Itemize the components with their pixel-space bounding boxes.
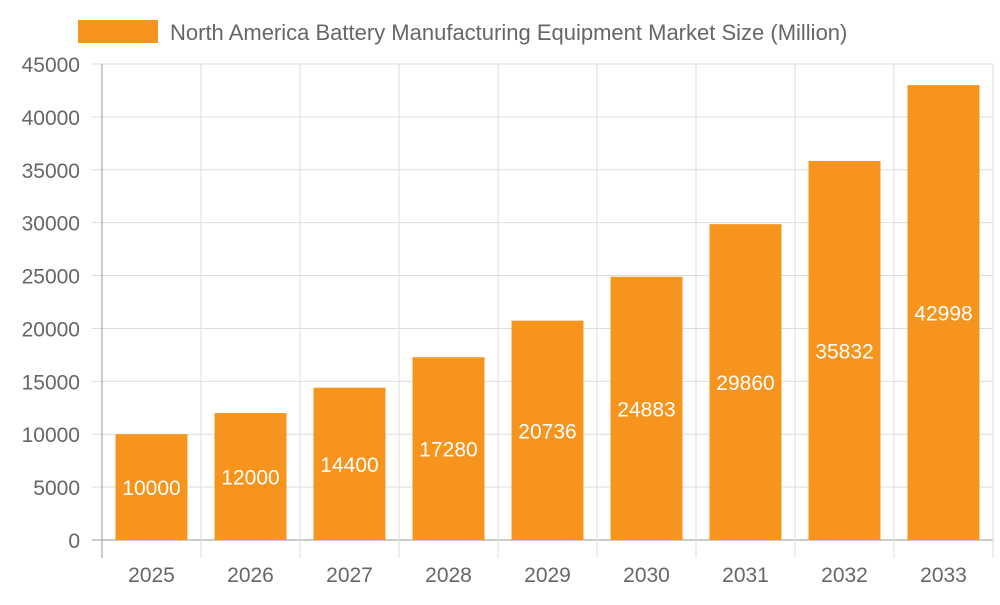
legend[interactable]: North America Battery Manufacturing Equi…: [78, 20, 847, 45]
x-tick-label: 2033: [920, 564, 967, 587]
x-tick-label: 2028: [425, 564, 472, 587]
y-tick-label: 35000: [22, 160, 80, 183]
data-label: 10000: [122, 477, 180, 500]
legend-label: North America Battery Manufacturing Equi…: [170, 20, 847, 45]
bar: [412, 357, 485, 540]
x-tick-label: 2032: [821, 564, 868, 587]
bar: [709, 224, 782, 540]
bar: [115, 434, 188, 540]
data-label: 17280: [419, 439, 477, 462]
bar: [610, 276, 683, 540]
legend-swatch: [78, 20, 158, 43]
y-tick-label: 30000: [22, 213, 80, 236]
data-label: 12000: [221, 467, 279, 490]
data-label: 42998: [914, 303, 972, 326]
x-tick-label: 2025: [128, 564, 175, 587]
y-tick-label: 20000: [22, 318, 80, 341]
y-tick-label: 40000: [22, 107, 80, 130]
x-tick-label: 2027: [326, 564, 373, 587]
y-tick-label: 10000: [22, 424, 80, 447]
x-tick-label: 2029: [524, 564, 571, 587]
data-label: 35832: [815, 340, 873, 363]
x-tick-label: 2031: [722, 564, 769, 587]
y-tick-label: 5000: [33, 477, 80, 500]
data-label: 29860: [716, 372, 774, 395]
y-tick-label: 45000: [22, 54, 80, 77]
bar: [808, 160, 881, 541]
bar: [313, 387, 386, 540]
x-tick-label: 2030: [623, 564, 670, 587]
bar: [907, 85, 980, 541]
data-label: 20736: [518, 420, 576, 443]
data-label: 14400: [320, 454, 378, 477]
y-tick-label: 0: [68, 530, 80, 553]
y-tick-label: 25000: [22, 266, 80, 289]
bar: [511, 320, 584, 540]
data-label: 24883: [617, 398, 675, 421]
bar: [214, 413, 287, 540]
x-tick-label: 2026: [227, 564, 274, 587]
y-tick-label: 15000: [22, 371, 80, 394]
